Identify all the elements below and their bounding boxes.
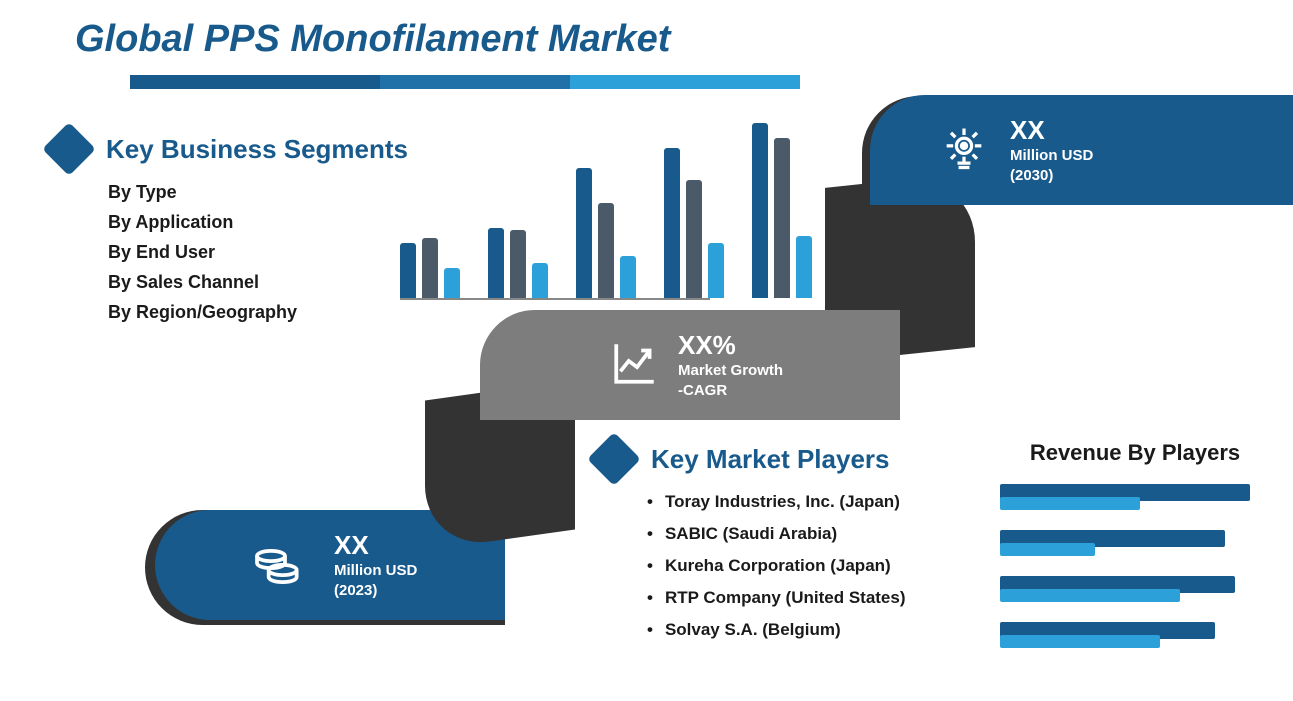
segment-item: By Type <box>108 182 408 203</box>
revenue-title: Revenue By Players <box>1000 440 1270 466</box>
ribbon-middle-panel: XX% Market Growth -CAGR <box>480 310 900 420</box>
player-item: SABIC (Saudi Arabia) <box>647 524 906 544</box>
segment-item: By Region/Geography <box>108 302 408 323</box>
player-item: Solvay S.A. (Belgium) <box>647 620 906 640</box>
chart-bar <box>620 256 636 298</box>
segments-section: Key Business Segments By Type By Applicat… <box>50 130 408 332</box>
base-value: XX <box>334 530 417 561</box>
chart-bar <box>598 203 614 298</box>
chart-bar <box>708 243 724 298</box>
player-item: Kureha Corporation (Japan) <box>647 556 906 576</box>
diamond-icon <box>587 432 641 486</box>
bar-chart <box>400 110 710 300</box>
bar-group <box>752 123 812 298</box>
title-underline <box>130 75 800 89</box>
cagr-value: XX% <box>678 330 783 361</box>
players-section: Key Market Players Toray Industries, Inc… <box>595 440 906 652</box>
player-item: RTP Company (United States) <box>647 588 906 608</box>
chart-bar <box>488 228 504 298</box>
chart-bar <box>510 230 526 298</box>
chart-bar <box>400 243 416 298</box>
revenue-bars <box>1000 484 1270 650</box>
player-item: Toray Industries, Inc. (Japan) <box>647 492 906 512</box>
revenue-row <box>1000 576 1270 604</box>
players-list: Toray Industries, Inc. (Japan) SABIC (Sau… <box>647 492 906 640</box>
chart-bar <box>774 138 790 298</box>
chart-bar <box>444 268 460 298</box>
coins-icon <box>250 535 306 596</box>
segment-item: By Sales Channel <box>108 272 408 293</box>
revenue-section: Revenue By Players <box>1000 440 1270 668</box>
lightbulb-icon <box>938 122 990 179</box>
page-title: Global PPS Monofilament Market <box>75 18 670 61</box>
segments-list: By Type By Application By End User By Sales… <box>108 182 408 323</box>
chart-bar <box>796 236 812 298</box>
segment-item: By End User <box>108 242 408 263</box>
players-title: Key Market Players <box>651 444 889 475</box>
revenue-row <box>1000 530 1270 558</box>
revenue-row <box>1000 622 1270 650</box>
diamond-icon <box>42 122 96 176</box>
segment-item: By Application <box>108 212 408 233</box>
chart-bar <box>422 238 438 298</box>
bar-group <box>400 238 460 298</box>
base-label: Million USD (2023) <box>334 561 417 600</box>
chart-bar <box>686 180 702 298</box>
chart-bar <box>752 123 768 298</box>
segments-title: Key Business Segments <box>106 134 408 165</box>
chart-bar <box>664 148 680 298</box>
ribbon-top-panel: XX Million USD (2030) <box>870 95 1293 205</box>
chart-bar <box>576 168 592 298</box>
bar-group <box>664 148 724 298</box>
forecast-value: XX <box>1010 115 1093 146</box>
chart-bar <box>532 263 548 298</box>
growth-chart-icon <box>610 338 660 393</box>
bar-group <box>576 168 636 298</box>
bar-group <box>488 228 548 298</box>
forecast-label: Million USD (2030) <box>1010 146 1093 185</box>
revenue-row <box>1000 484 1270 512</box>
cagr-label: Market Growth -CAGR <box>678 361 783 400</box>
